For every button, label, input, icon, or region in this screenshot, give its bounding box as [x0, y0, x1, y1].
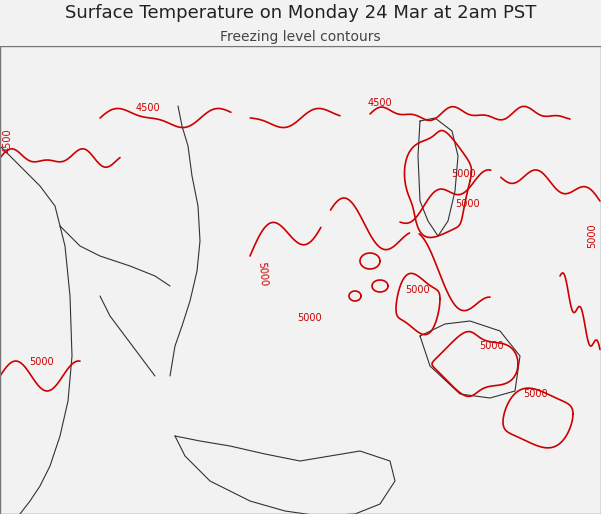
Text: 4500: 4500: [3, 128, 13, 153]
Text: Surface Temperature on Monday 24 Mar at 2am PST: Surface Temperature on Monday 24 Mar at …: [65, 4, 536, 22]
Text: 5000: 5000: [587, 224, 597, 248]
Text: 5000: 5000: [29, 357, 54, 367]
Text: 5000: 5000: [480, 341, 504, 351]
Text: Freezing level contours: Freezing level contours: [220, 30, 381, 44]
Text: 5000: 5000: [452, 169, 477, 179]
Text: 5000: 5000: [297, 313, 322, 323]
Text: 5000: 5000: [456, 199, 480, 209]
Text: 5000: 5000: [523, 389, 548, 399]
Text: 4500: 4500: [368, 98, 392, 108]
Text: 5000: 5000: [406, 285, 430, 295]
Text: 5000: 5000: [256, 261, 268, 287]
Text: 4500: 4500: [136, 103, 160, 113]
